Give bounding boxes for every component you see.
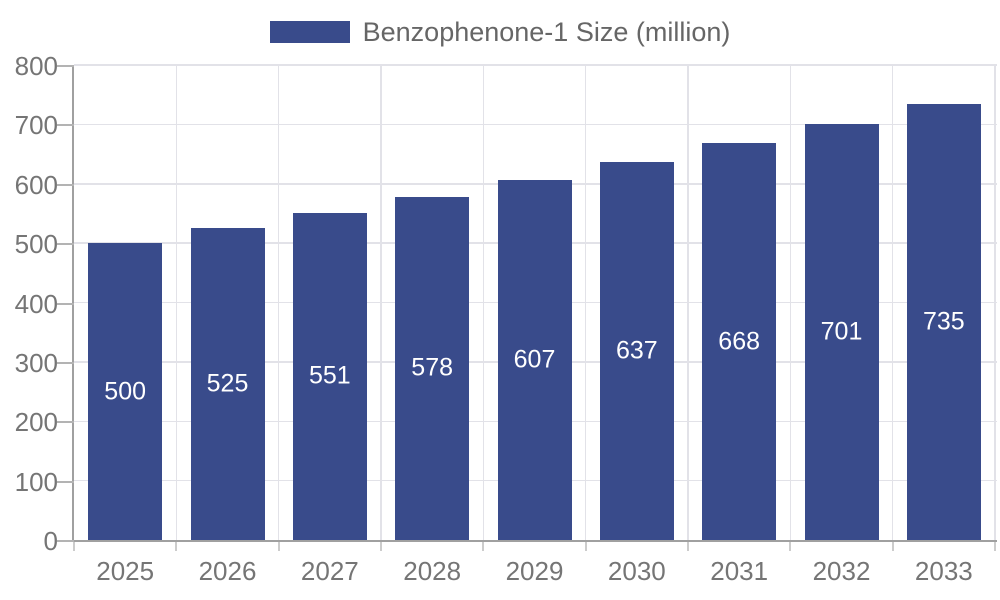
y-axis-tick	[57, 480, 74, 483]
x-axis-tick	[584, 542, 587, 551]
x-axis-tick-label: 2028	[403, 556, 462, 586]
legend-label: Benzophenone-1 Size (million)	[362, 17, 731, 47]
y-axis-tick	[57, 302, 74, 305]
y-axis-tick	[57, 361, 74, 364]
x-axis-tick	[73, 542, 75, 551]
y-axis-tick-label: 200	[14, 407, 58, 438]
x-axis-tick-label: 2032	[812, 556, 871, 586]
y-axis-tick-label: 700	[14, 110, 58, 141]
chart-legend: Benzophenone-1 Size (million)	[0, 16, 1000, 48]
gridline-vertical	[994, 65, 996, 540]
bar-value-label: 607	[513, 345, 556, 374]
x-axis-tick	[891, 542, 894, 551]
x-axis-tick-label: 2030	[607, 556, 666, 586]
plot-area: 500 525 551 578 607 637 668 701 735	[72, 64, 997, 542]
y-axis-tick	[57, 243, 74, 246]
gridline-vertical	[687, 65, 689, 540]
bar-value-label: 551	[308, 361, 351, 390]
bar-value-label: 668	[718, 327, 761, 356]
gridline-vertical	[482, 65, 485, 540]
y-axis-tick	[57, 183, 74, 186]
x-axis-tick-label: 2033	[914, 556, 973, 586]
gridline-horizontal	[74, 123, 997, 126]
bar: 525	[190, 228, 265, 540]
bar-value-label: 500	[104, 377, 147, 406]
x-axis-tick-label: 2025	[96, 556, 155, 586]
bar: 578	[395, 196, 470, 540]
y-axis-tick	[57, 124, 74, 127]
y-axis-tick-label: 800	[14, 51, 58, 81]
x-axis-tick-label: 2029	[505, 556, 564, 586]
bar: 637	[599, 161, 674, 540]
bar-value-label: 525	[206, 369, 249, 398]
x-axis-tick-label: 2031	[710, 556, 769, 586]
x-axis-tick	[687, 542, 689, 551]
bar: 668	[702, 143, 777, 540]
x-axis-tick	[277, 542, 280, 551]
bar: 500	[88, 243, 163, 540]
bar: 701	[804, 123, 879, 540]
bar-value-label: 578	[411, 353, 454, 382]
y-axis-tick-label: 300	[14, 347, 58, 378]
gridline-vertical	[175, 65, 178, 540]
gridline-vertical	[380, 65, 382, 540]
bar: 735	[906, 103, 981, 540]
gridline-vertical	[584, 65, 587, 540]
gridline-vertical	[277, 65, 280, 540]
y-axis-tick-label: 500	[14, 229, 58, 260]
x-axis-tick	[994, 542, 996, 551]
x-axis-tick-label: 2027	[300, 556, 359, 586]
x-axis-tick	[175, 542, 178, 551]
y-axis-tick	[57, 540, 74, 542]
x-axis-tick	[380, 542, 382, 551]
gridline-vertical	[789, 65, 792, 540]
bar-value-label: 637	[615, 336, 658, 365]
legend-swatch	[269, 21, 350, 43]
y-axis-tick	[57, 65, 74, 67]
x-axis-tick	[789, 542, 792, 551]
bar-value-label: 701	[820, 317, 863, 346]
x-axis-tick	[482, 542, 485, 551]
y-axis-tick-label: 600	[14, 169, 58, 200]
bar: 551	[292, 212, 367, 540]
gridline-horizontal	[74, 64, 997, 66]
y-axis-tick-label: 0	[43, 526, 58, 556]
y-axis-tick-label: 100	[14, 466, 58, 497]
bar: 607	[497, 179, 572, 540]
bar-value-label: 735	[922, 307, 965, 336]
gridline-vertical	[891, 65, 894, 540]
y-axis-tick-label: 400	[14, 288, 58, 319]
x-axis-tick-label: 2026	[198, 556, 257, 586]
y-axis-tick	[57, 421, 74, 424]
